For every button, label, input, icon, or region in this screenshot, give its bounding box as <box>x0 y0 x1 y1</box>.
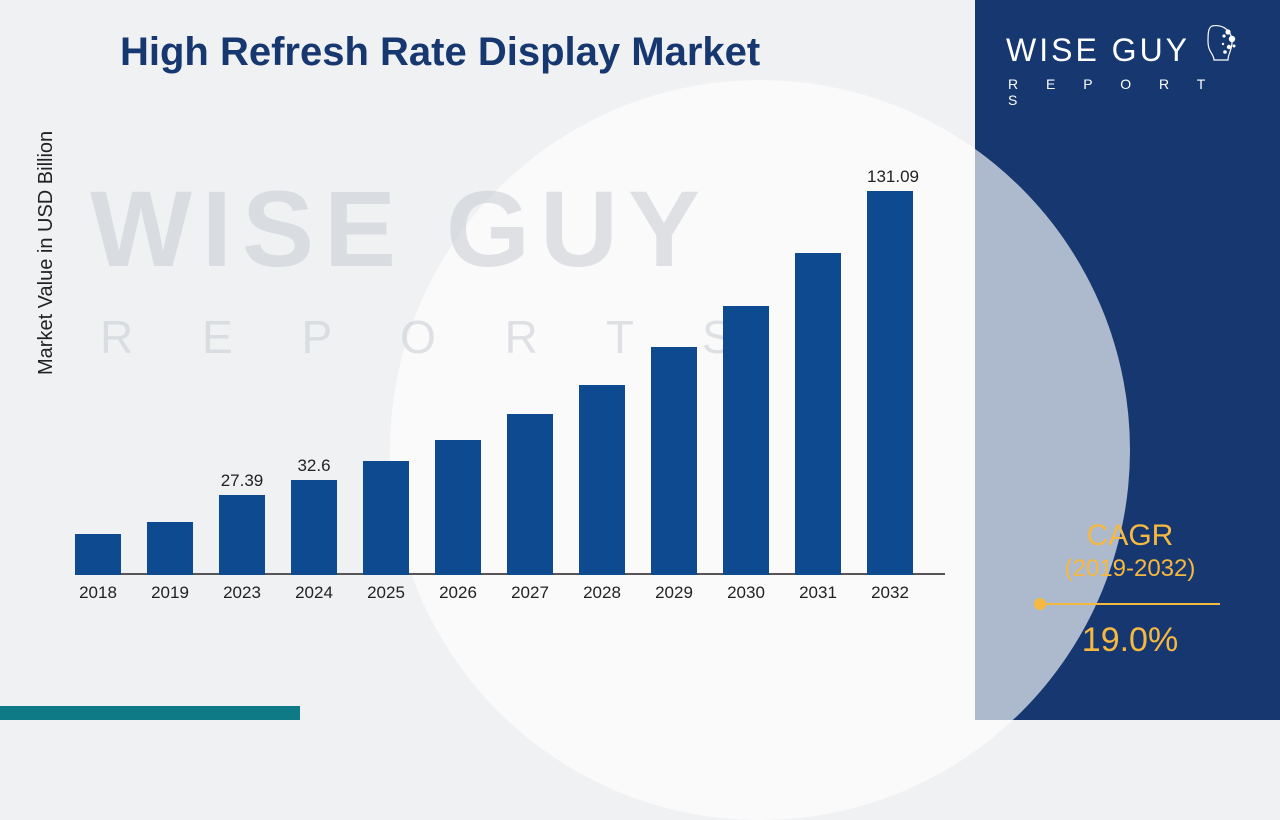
bar: 27.39 <box>219 495 265 575</box>
x-tick-label: 2024 <box>283 583 345 603</box>
x-tick-label: 2031 <box>787 583 849 603</box>
bar <box>507 414 553 575</box>
y-axis-label: Market Value in USD Billion <box>35 131 58 375</box>
cagr-block: CAGR (2019-2032) 19.0% <box>1020 519 1240 660</box>
brand-sub: R E P O R T S <box>1008 76 1246 108</box>
bar-value-label: 32.6 <box>291 456 337 476</box>
x-tick-label: 2023 <box>211 583 273 603</box>
x-tick-label: 2030 <box>715 583 777 603</box>
bar-value-label: 131.09 <box>867 167 913 187</box>
cagr-title: CAGR <box>1020 519 1240 553</box>
bar-value-label: 27.39 <box>219 471 265 491</box>
cagr-divider <box>1040 603 1220 605</box>
bar: 131.09 <box>867 191 913 575</box>
bar <box>651 347 697 575</box>
x-tick-label: 2027 <box>499 583 561 603</box>
bar <box>75 534 121 575</box>
accent-strip <box>0 706 300 720</box>
x-tick-label: 2018 <box>67 583 129 603</box>
x-tick-label: 2029 <box>643 583 705 603</box>
x-tick-label: 2028 <box>571 583 633 603</box>
plot-area: 2018201927.39202332.62024202520262027202… <box>75 165 945 575</box>
bar <box>579 385 625 575</box>
cagr-value: 19.0% <box>1020 621 1240 660</box>
bar-chart: Market Value in USD Billion 2018201927.3… <box>45 145 950 605</box>
bar: 32.6 <box>291 480 337 575</box>
cagr-range: (2019-2032) <box>1020 555 1240 583</box>
head-icon <box>1198 22 1246 78</box>
chart-title: High Refresh Rate Display Market <box>120 30 760 75</box>
bar <box>795 253 841 575</box>
x-tick-label: 2019 <box>139 583 201 603</box>
bar <box>723 306 769 575</box>
x-tick-label: 2032 <box>859 583 921 603</box>
bar <box>363 461 409 575</box>
brand-main: WISE GUY <box>1006 22 1246 78</box>
brand-logo: WISE GUY R E P O R T S <box>1006 22 1246 108</box>
bar <box>147 522 193 575</box>
bar <box>435 440 481 575</box>
x-tick-label: 2025 <box>355 583 417 603</box>
x-tick-label: 2026 <box>427 583 489 603</box>
brand-main-text: WISE GUY <box>1006 32 1190 69</box>
